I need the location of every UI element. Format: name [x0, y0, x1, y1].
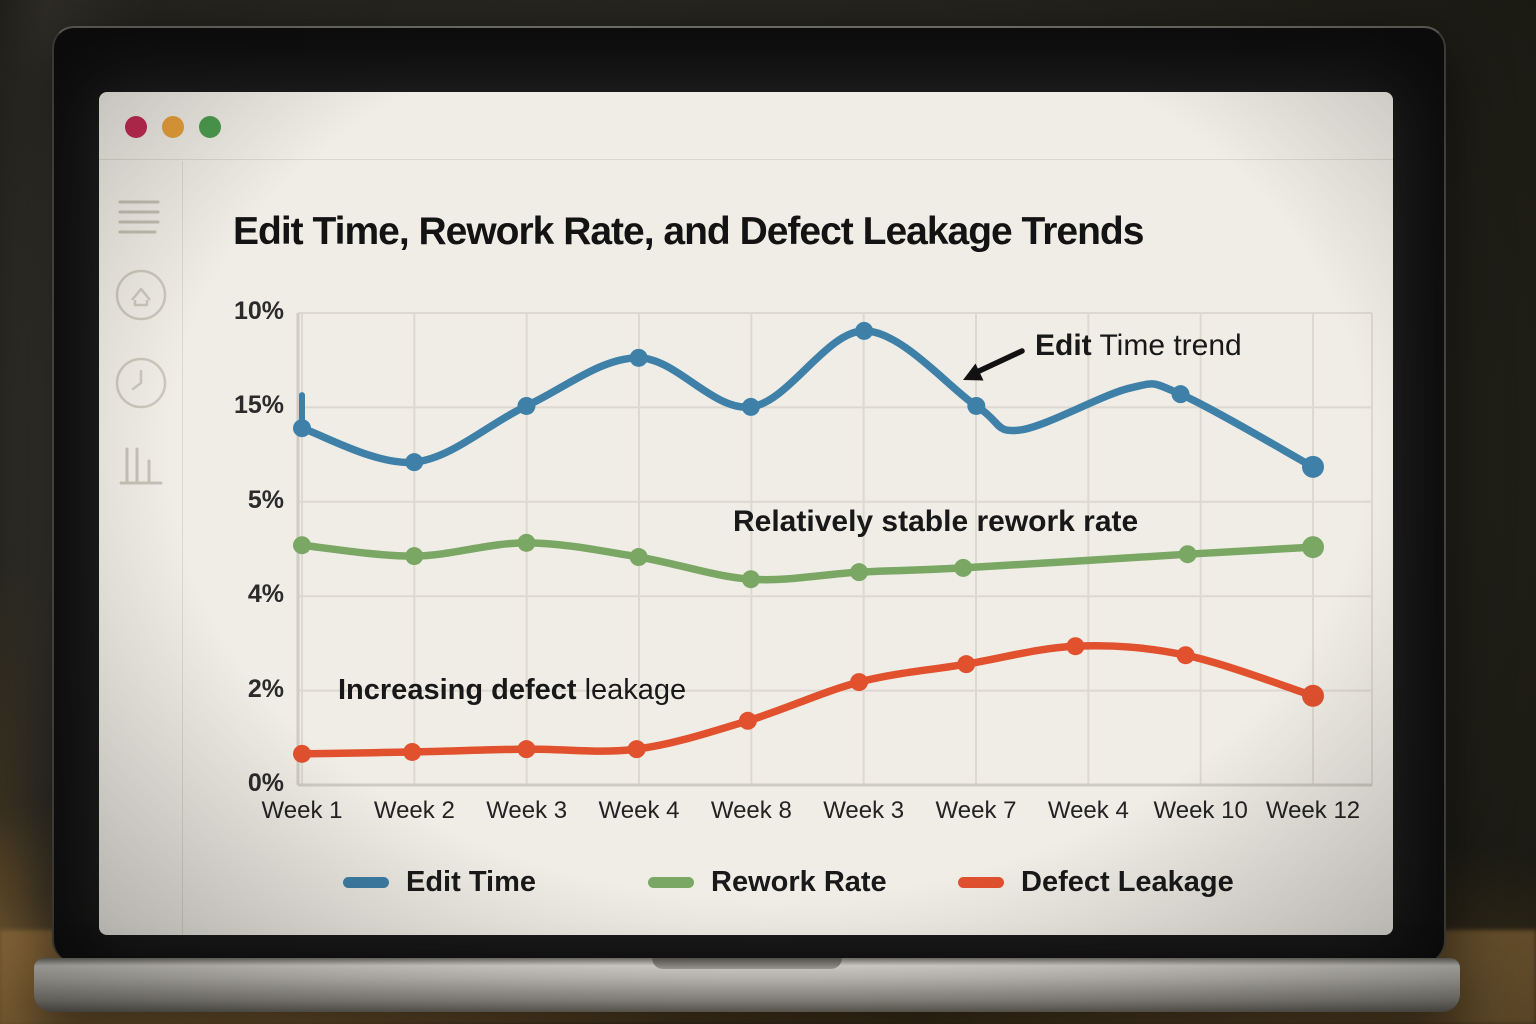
- x-axis-tick-label: Week 10: [1153, 797, 1248, 824]
- close-button[interactable]: [125, 116, 147, 138]
- y-axis-tick-label: 15%: [233, 391, 284, 420]
- series-dot-edit-time: [629, 348, 648, 367]
- series-dot-defect-leakage: [957, 655, 976, 674]
- series-dot-edit-time: [293, 419, 311, 438]
- x-axis-tick-label: Week 12: [1265, 797, 1361, 824]
- menu-icon[interactable]: [115, 197, 163, 241]
- series-dot-defect-leakage: [627, 740, 646, 759]
- legend-swatch: [958, 876, 1004, 888]
- window-titlebar: [99, 92, 1393, 160]
- series-dot-defect-leakage: [293, 744, 311, 763]
- series-dot-rework-rate: [741, 570, 760, 589]
- y-axis-tick-label: 0%: [247, 769, 284, 797]
- annotation-text: leakage: [576, 674, 687, 706]
- series-dot-edit-time: [741, 397, 760, 416]
- laptop-lid-notch: [652, 958, 842, 969]
- series-dot-edit-time: [405, 453, 424, 472]
- series-dot-edit-time: [1302, 455, 1324, 478]
- series-dot-rework-rate: [405, 547, 424, 566]
- sidebar: [99, 161, 183, 935]
- y-axis-tick-label: 10%: [233, 297, 284, 325]
- x-axis-tick-label: Week 3: [486, 797, 568, 824]
- annotation-defect-leakage: Increasing defect leakage: [338, 674, 686, 707]
- legend-item: Rework Rate: [648, 865, 887, 898]
- series-dot-defect-leakage: [1176, 646, 1195, 665]
- series-line-edit-time: [298, 327, 1317, 471]
- annotation-text-bold: Relatively stable rework rate: [733, 505, 1139, 538]
- annotation-text-bold: Increasing defect: [338, 674, 577, 706]
- x-axis-tick-label: Week 4: [1047, 797, 1129, 824]
- series-dot-edit-time: [967, 396, 986, 415]
- chart-title: Edit Time, Rework Rate, and Defect Leaka…: [233, 210, 1144, 253]
- annotation-edit-time-trend: Edit Time trend: [1035, 329, 1242, 363]
- series-line-defect-leakage: [298, 642, 1317, 758]
- x-axis-tick-label: Week 1: [261, 797, 343, 824]
- y-axis-tick-label: 2%: [247, 674, 284, 703]
- series-dot-rework-rate: [1302, 536, 1324, 559]
- series-dot-rework-rate: [1178, 545, 1197, 564]
- legend-label: Defect Leakage: [1021, 865, 1234, 898]
- x-axis-tick-label: Week 8: [710, 797, 792, 824]
- series-dot-edit-time: [855, 321, 874, 340]
- annotation-stable-rework: Relatively stable rework rate: [733, 505, 1138, 539]
- series-dot-defect-leakage: [850, 673, 869, 692]
- series-dot-defect-leakage: [1066, 637, 1085, 656]
- series-dot-rework-rate: [517, 533, 536, 552]
- series-dot-defect-leakage: [403, 742, 422, 761]
- laptop-base: [34, 958, 1460, 1012]
- legend-label: Edit Time: [406, 865, 536, 898]
- annotation-text-bold: Edit: [1035, 329, 1092, 362]
- legend-item: Defect Leakage: [958, 865, 1234, 898]
- series-dot-rework-rate: [293, 536, 311, 555]
- series-dot-defect-leakage: [1302, 684, 1324, 707]
- series-line-rework-rate: [298, 539, 1317, 584]
- annotation-arrow-head: [963, 363, 984, 381]
- legend-label: Rework Rate: [711, 865, 887, 898]
- legend-swatch: [343, 876, 389, 888]
- series-dot-rework-rate: [954, 558, 973, 577]
- x-axis-tick-label: Week 3: [823, 797, 905, 824]
- x-axis-tick-label: Week 7: [935, 797, 1017, 824]
- bar-chart-icon[interactable]: [117, 441, 165, 491]
- x-axis-tick-label: Week 2: [373, 797, 455, 824]
- annotation-arrow-line: [975, 348, 1025, 375]
- minimize-button[interactable]: [162, 116, 184, 138]
- series-dot-edit-time: [517, 396, 536, 415]
- app-window: [99, 92, 1393, 935]
- series-dot-rework-rate: [850, 563, 869, 582]
- series-dot-defect-leakage: [738, 711, 757, 730]
- series-dot-defect-leakage: [517, 740, 536, 759]
- home-icon[interactable]: [113, 267, 169, 323]
- series-dot-rework-rate: [629, 548, 648, 567]
- legend-swatch: [648, 876, 694, 888]
- clock-icon[interactable]: [113, 355, 169, 411]
- x-axis-tick-label: Week 4: [598, 797, 680, 824]
- series-dot-edit-time: [1171, 385, 1190, 404]
- legend-item: Edit Time: [343, 865, 536, 898]
- annotation-text: Time trend: [1091, 329, 1242, 362]
- y-axis-tick-label: 4%: [247, 580, 284, 609]
- y-axis-tick-label: 5%: [247, 485, 284, 514]
- zoom-button[interactable]: [199, 116, 221, 138]
